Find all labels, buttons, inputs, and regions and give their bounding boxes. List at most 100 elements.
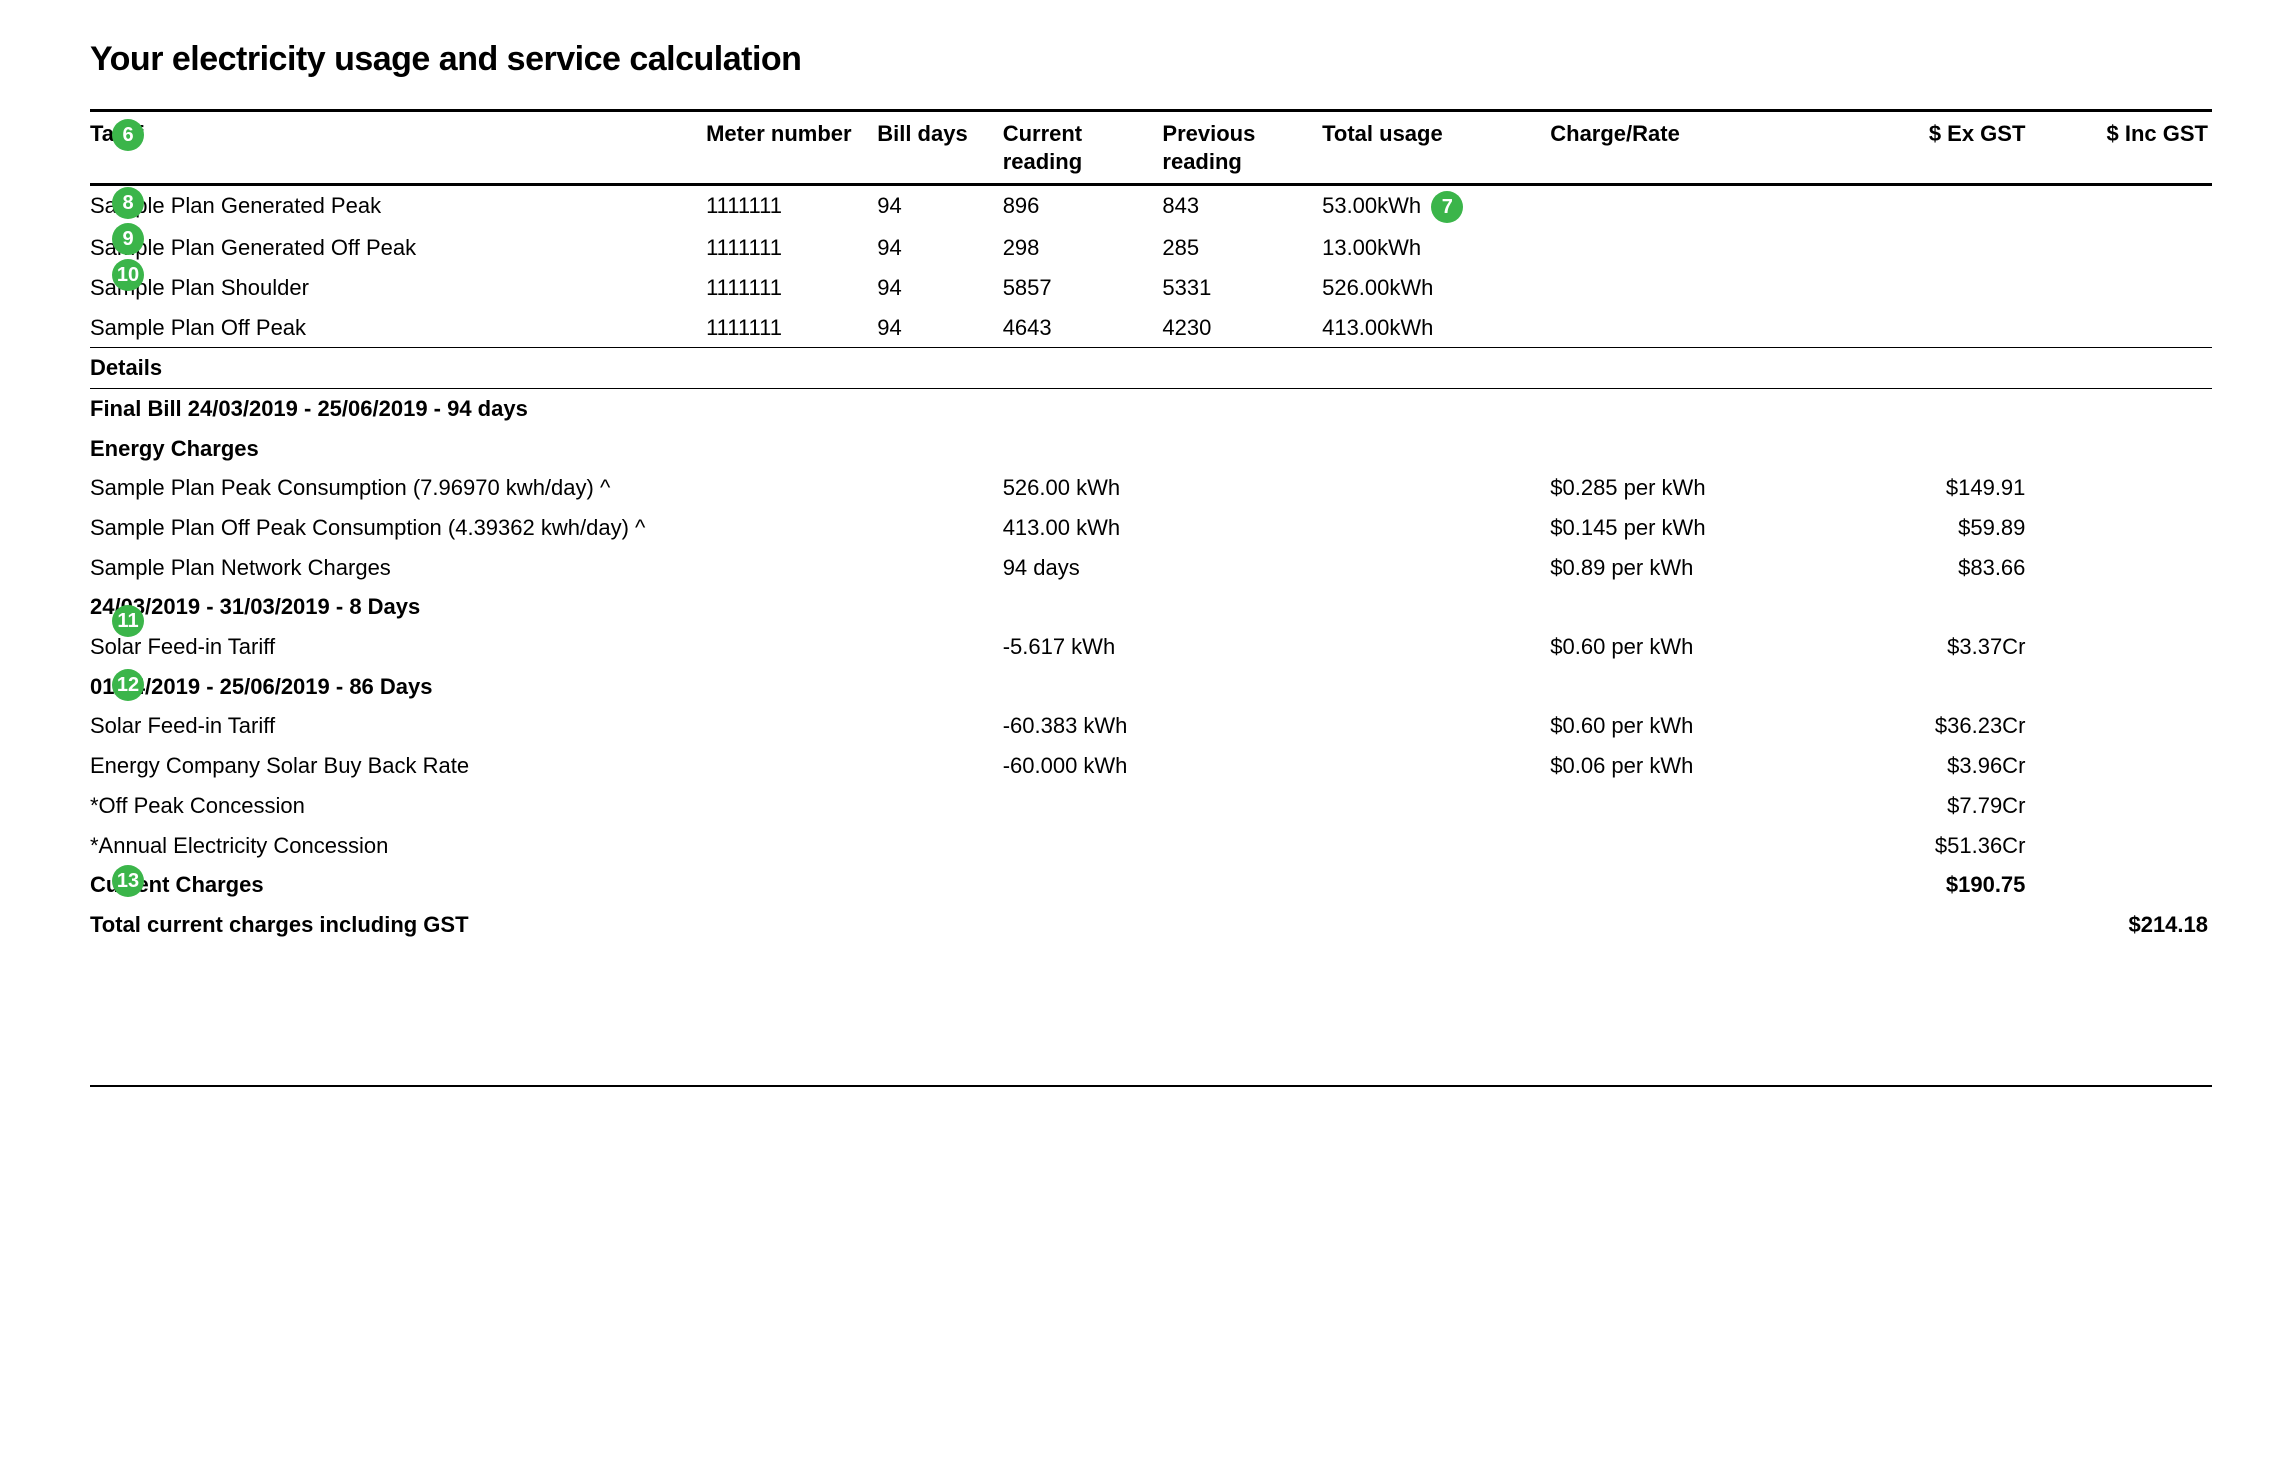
cell: 1111111 bbox=[706, 185, 877, 229]
cell: 94 bbox=[877, 228, 1002, 268]
cell-tariff: Sample Plan Off Peak bbox=[90, 308, 706, 348]
charge-ex: $59.89 bbox=[1847, 508, 2030, 548]
callout-6-icon: 6 bbox=[112, 119, 144, 151]
bill-table: Tariff Meter number Bill days Current re… bbox=[90, 109, 2212, 945]
total-inc-row: Total current charges including GST $214… bbox=[90, 905, 2212, 945]
charge-label: Sample Plan Network Charges bbox=[90, 548, 1003, 588]
usage-row: Sample Plan Off Peak 1111111 94 4643 423… bbox=[90, 308, 2212, 348]
charge-row: *Off Peak Concession $7.79Cr bbox=[90, 786, 2212, 826]
bill-table-wrap: 6 8 9 10 11 12 13 Tariff Meter number Bi… bbox=[90, 109, 2212, 1087]
charge-qty: -5.617 kWh bbox=[1003, 627, 1322, 667]
charge-rate: $0.145 per kWh bbox=[1550, 508, 1847, 548]
callout-13-icon: 13 bbox=[112, 865, 144, 897]
th-inc: $ Inc GST bbox=[2029, 111, 2212, 185]
cell: 1111111 bbox=[706, 228, 877, 268]
callout-7-icon: 7 bbox=[1431, 191, 1463, 223]
cell: 5857 bbox=[1003, 268, 1163, 308]
total-inc-value: $214.18 bbox=[2029, 905, 2212, 945]
charge-ex: $7.79Cr bbox=[1847, 786, 2030, 826]
period2-row: 01/04/2019 - 25/06/2019 - 86 Days bbox=[90, 667, 2212, 707]
charge-row: *Annual Electricity Concession $51.36Cr bbox=[90, 826, 2212, 866]
th-days: Bill days bbox=[877, 111, 1002, 185]
cell: 94 bbox=[877, 308, 1002, 348]
period1-row: 24/03/2019 - 31/03/2019 - 8 Days bbox=[90, 587, 2212, 627]
details-label: Details bbox=[90, 348, 2212, 389]
current-charges-label: Current Charges bbox=[90, 865, 1847, 905]
charge-ex: $3.96Cr bbox=[1847, 746, 2030, 786]
cell: 94 bbox=[877, 268, 1002, 308]
charge-label: Solar Feed-in Tariff bbox=[90, 627, 1003, 667]
cell: 896 bbox=[1003, 185, 1163, 229]
charge-ex: $83.66 bbox=[1847, 548, 2030, 588]
period1-label: 24/03/2019 - 31/03/2019 - 8 Days bbox=[90, 587, 2212, 627]
energy-charges-row: Energy Charges bbox=[90, 429, 2212, 469]
cell: 843 bbox=[1162, 185, 1322, 229]
cell-tariff: Sample Plan Shoulder bbox=[90, 268, 706, 308]
cell: 4643 bbox=[1003, 308, 1163, 348]
cell-tariff: Sample Plan Generated Off Peak bbox=[90, 228, 706, 268]
cell: 94 bbox=[877, 185, 1002, 229]
page-title: Your electricity usage and service calcu… bbox=[90, 40, 2212, 79]
charge-row: Sample Plan Peak Consumption (7.96970 kw… bbox=[90, 468, 2212, 508]
charge-rate: $0.60 per kWh bbox=[1550, 627, 1847, 667]
current-charges-row: Current Charges $190.75 bbox=[90, 865, 2212, 905]
th-ex: $ Ex GST bbox=[1847, 111, 2030, 185]
charge-qty: 94 days bbox=[1003, 548, 1322, 588]
charge-row: Sample Plan Network Charges 94 days $0.8… bbox=[90, 548, 2212, 588]
th-usage: Total usage bbox=[1322, 111, 1550, 185]
charge-label: Solar Feed-in Tariff bbox=[90, 706, 1003, 746]
charge-label: *Off Peak Concession bbox=[90, 786, 1003, 826]
charge-row: Solar Feed-in Tariff -60.383 kWh $0.60 p… bbox=[90, 706, 2212, 746]
cell: 13.00kWh bbox=[1322, 228, 1550, 268]
cell: 526.00kWh bbox=[1322, 268, 1550, 308]
cell: 285 bbox=[1162, 228, 1322, 268]
cell: 1111111 bbox=[706, 268, 877, 308]
charge-rate: $0.285 per kWh bbox=[1550, 468, 1847, 508]
bottom-rule bbox=[90, 1085, 2212, 1087]
th-rate: Charge/Rate bbox=[1550, 111, 1847, 185]
usage-value: 53.00kWh bbox=[1322, 193, 1421, 218]
charge-label: *Annual Electricity Concession bbox=[90, 826, 1003, 866]
th-meter: Meter number bbox=[706, 111, 877, 185]
usage-row: Sample Plan Shoulder 1111111 94 5857 533… bbox=[90, 268, 2212, 308]
callout-9-icon: 9 bbox=[112, 223, 144, 255]
cell: 4230 bbox=[1162, 308, 1322, 348]
charge-rate: $0.60 per kWh bbox=[1550, 706, 1847, 746]
energy-charges-label: Energy Charges bbox=[90, 429, 2212, 469]
charge-qty: -60.383 kWh bbox=[1003, 706, 1322, 746]
callout-11-icon: 11 bbox=[112, 605, 144, 637]
usage-row: Sample Plan Generated Off Peak 1111111 9… bbox=[90, 228, 2212, 268]
charge-qty: 413.00 kWh bbox=[1003, 508, 1322, 548]
charge-row: Sample Plan Off Peak Consumption (4.3936… bbox=[90, 508, 2212, 548]
callout-10-icon: 10 bbox=[112, 259, 144, 291]
th-current: Current reading bbox=[1003, 111, 1163, 185]
charge-rate: $0.89 per kWh bbox=[1550, 548, 1847, 588]
th-tariff: Tariff bbox=[90, 111, 706, 185]
current-charges-ex: $190.75 bbox=[1847, 865, 2030, 905]
cell-usage: 53.00kWh 7 bbox=[1322, 185, 1550, 229]
charge-row: Solar Feed-in Tariff -5.617 kWh $0.60 pe… bbox=[90, 627, 2212, 667]
charge-ex: $3.37Cr bbox=[1847, 627, 2030, 667]
charge-qty: 526.00 kWh bbox=[1003, 468, 1322, 508]
usage-row: Sample Plan Generated Peak 1111111 94 89… bbox=[90, 185, 2212, 229]
charge-ex: $36.23Cr bbox=[1847, 706, 2030, 746]
charge-rate: $0.06 per kWh bbox=[1550, 746, 1847, 786]
charge-row: Energy Company Solar Buy Back Rate -60.0… bbox=[90, 746, 2212, 786]
details-row: Details bbox=[90, 348, 2212, 389]
cell-tariff: Sample Plan Generated Peak bbox=[90, 185, 706, 229]
cell: 298 bbox=[1003, 228, 1163, 268]
cell: 5331 bbox=[1162, 268, 1322, 308]
callout-8-icon: 8 bbox=[112, 187, 144, 219]
charge-label: Sample Plan Peak Consumption (7.96970 kw… bbox=[90, 468, 1003, 508]
period2-label: 01/04/2019 - 25/06/2019 - 86 Days bbox=[90, 667, 2212, 707]
cell: 413.00kWh bbox=[1322, 308, 1550, 348]
charge-ex: $149.91 bbox=[1847, 468, 2030, 508]
final-bill-row: Final Bill 24/03/2019 - 25/06/2019 - 94 … bbox=[90, 388, 2212, 428]
header-row: Tariff Meter number Bill days Current re… bbox=[90, 111, 2212, 185]
th-previous: Previous reading bbox=[1162, 111, 1322, 185]
charge-label: Energy Company Solar Buy Back Rate bbox=[90, 746, 1003, 786]
final-bill-label: Final Bill 24/03/2019 - 25/06/2019 - 94 … bbox=[90, 388, 2212, 428]
cell: 1111111 bbox=[706, 308, 877, 348]
charge-label: Sample Plan Off Peak Consumption (4.3936… bbox=[90, 508, 1003, 548]
total-inc-label: Total current charges including GST bbox=[90, 905, 1847, 945]
